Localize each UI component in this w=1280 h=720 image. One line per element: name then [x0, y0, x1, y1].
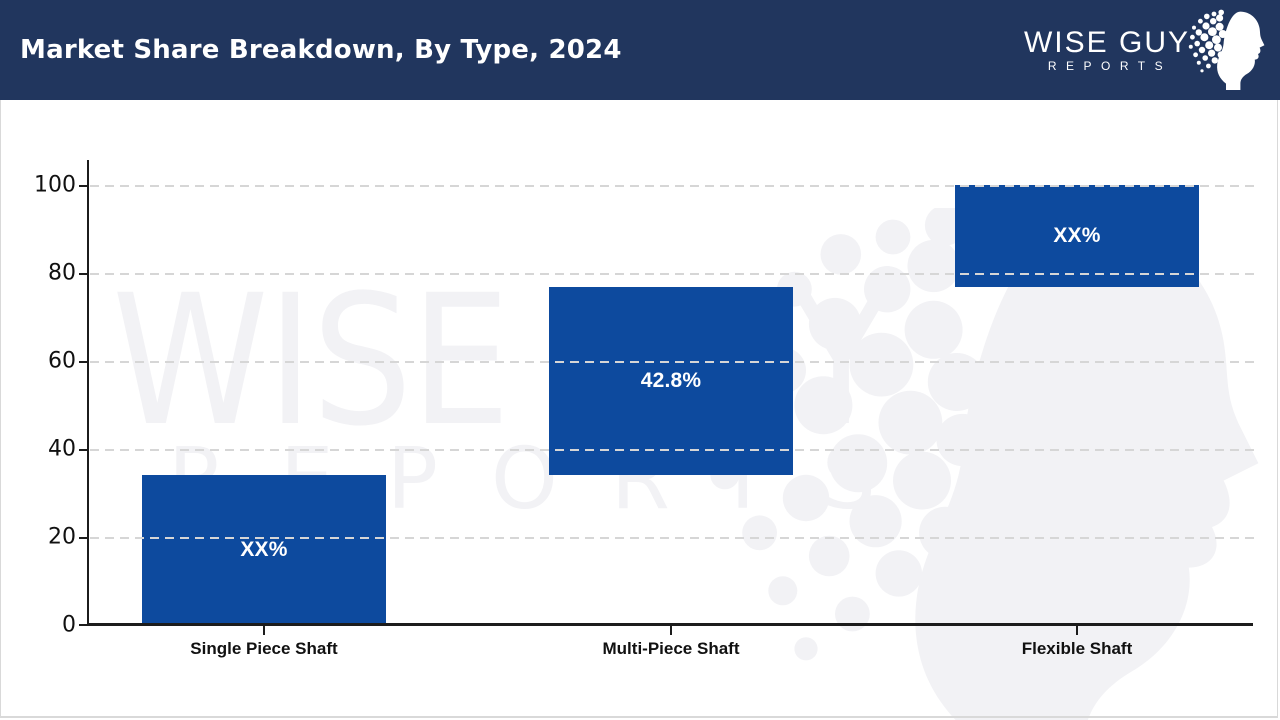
gridline-20: [90, 537, 1254, 539]
logo-wordmark: WISE GUY: [1023, 25, 1190, 59]
x-category-label-single-piece-shaft: Single Piece Shaft: [190, 639, 338, 658]
y-tick-label-20: 20: [48, 524, 76, 550]
logo-face-icon: [1188, 9, 1265, 91]
y-tick-label-40: 40: [48, 436, 76, 462]
header: Market Share Breakdown, By Type, 2024 WI…: [0, 0, 1280, 100]
frame-border-bottom: [0, 716, 1278, 718]
watermark-face-icon: [710, 208, 1259, 720]
x-tick-single-piece-shaft: [263, 626, 265, 635]
y-tick-label-100: 100: [34, 172, 76, 198]
y-tick-label-0: 0: [62, 612, 76, 638]
brand-logo: WISE GUY REPORTS: [1024, 6, 1266, 94]
gridline-100: [90, 185, 1254, 187]
bar-flexible-shaft: XX%: [955, 185, 1199, 287]
y-axis-line: [87, 160, 89, 625]
x-category-label-flexible-shaft: Flexible Shaft: [1021, 639, 1133, 658]
y-tick-20: [79, 537, 88, 539]
y-tick-0: [79, 624, 88, 626]
y-tick-60: [79, 361, 88, 363]
y-tick-label-80: 80: [48, 260, 76, 286]
bar-value-label: 42.8%: [640, 369, 702, 392]
bar-value-label: XX%: [240, 538, 288, 561]
frame-border-left: [0, 100, 1, 717]
gridline-60: [90, 361, 1254, 363]
logo-reports-text: REPORTS: [1047, 59, 1173, 74]
x-tick-multi-piece-shaft: [670, 626, 672, 635]
y-tick-label-60: 60: [48, 348, 76, 374]
frame-border-right: [1277, 100, 1278, 717]
y-tick-40: [79, 449, 88, 451]
logo-text: WISE GUY REPORTS: [1024, 27, 1190, 74]
x-axis-line: [87, 623, 1253, 626]
y-tick-100: [79, 185, 88, 187]
gridline-40: [90, 449, 1254, 451]
bar-single-piece-shaft: XX%: [142, 475, 386, 625]
x-tick-flexible-shaft: [1076, 626, 1078, 635]
page-title: Market Share Breakdown, By Type, 2024: [20, 35, 622, 65]
x-category-label-multi-piece-shaft: Multi-Piece Shaft: [602, 639, 740, 658]
gridline-80: [90, 273, 1254, 275]
bar-value-label: XX%: [1053, 224, 1101, 247]
bar-multi-piece-shaft: 42.8%: [549, 287, 793, 475]
y-tick-80: [79, 273, 88, 275]
